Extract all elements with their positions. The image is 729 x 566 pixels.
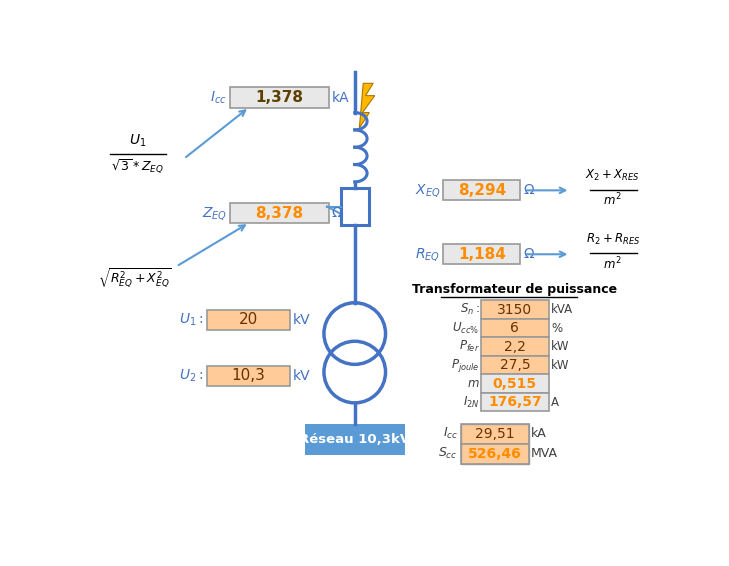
Text: 8,378: 8,378 xyxy=(255,205,303,221)
FancyBboxPatch shape xyxy=(443,245,521,264)
Text: $X_{EQ}$: $X_{EQ}$ xyxy=(415,182,440,199)
Text: $R_2 + R_{RES}$: $R_2 + R_{RES}$ xyxy=(585,231,640,247)
FancyBboxPatch shape xyxy=(341,188,369,225)
Text: 2,2: 2,2 xyxy=(504,340,526,354)
Text: 176,57: 176,57 xyxy=(488,395,542,409)
FancyBboxPatch shape xyxy=(481,393,549,411)
Text: Réseau 10,3kV: Réseau 10,3kV xyxy=(299,434,410,447)
Text: A: A xyxy=(551,396,559,409)
Text: kA: kA xyxy=(531,427,547,440)
Text: 1,378: 1,378 xyxy=(255,90,303,105)
Text: 3150: 3150 xyxy=(497,303,532,317)
FancyBboxPatch shape xyxy=(443,181,521,200)
Text: kW: kW xyxy=(551,359,569,372)
FancyBboxPatch shape xyxy=(481,301,549,319)
Text: $U_2 :$: $U_2 :$ xyxy=(179,368,204,384)
Text: $m^2$: $m^2$ xyxy=(604,192,622,208)
Text: 10,3: 10,3 xyxy=(232,368,265,383)
Text: Transformateur de puissance: Transformateur de puissance xyxy=(413,283,617,296)
Text: 6: 6 xyxy=(510,321,519,335)
Text: $U_{cc\%}$: $U_{cc\%}$ xyxy=(453,320,480,336)
Text: $P_{fer}$: $P_{fer}$ xyxy=(459,339,480,354)
Text: $U_1 :$: $U_1 :$ xyxy=(179,311,204,328)
Text: $S_{cc}$: $S_{cc}$ xyxy=(439,446,458,461)
Text: 0,515: 0,515 xyxy=(493,376,537,391)
Text: $\sqrt{3} * Z_{EQ}$: $\sqrt{3} * Z_{EQ}$ xyxy=(112,157,164,175)
Text: $P_{joule}$: $P_{joule}$ xyxy=(451,357,480,374)
Text: $m$: $m$ xyxy=(467,377,480,390)
FancyBboxPatch shape xyxy=(461,424,529,444)
FancyBboxPatch shape xyxy=(230,203,329,224)
Text: $I_{2N}$: $I_{2N}$ xyxy=(463,395,480,410)
FancyBboxPatch shape xyxy=(305,424,405,455)
Text: $m^2$: $m^2$ xyxy=(604,256,622,272)
Text: 1,184: 1,184 xyxy=(458,247,506,261)
FancyBboxPatch shape xyxy=(481,319,549,337)
Text: $Z_{EQ}$: $Z_{EQ}$ xyxy=(202,204,227,221)
Text: 20: 20 xyxy=(239,312,258,327)
FancyBboxPatch shape xyxy=(207,366,290,386)
Polygon shape xyxy=(359,83,375,128)
Text: Ω: Ω xyxy=(523,183,534,198)
Text: kV: kV xyxy=(293,369,311,383)
FancyBboxPatch shape xyxy=(230,87,329,108)
FancyBboxPatch shape xyxy=(461,444,529,464)
Text: MVA: MVA xyxy=(531,447,558,460)
FancyBboxPatch shape xyxy=(481,356,549,374)
FancyBboxPatch shape xyxy=(207,310,290,330)
FancyBboxPatch shape xyxy=(481,337,549,356)
Text: $S_n :$: $S_n :$ xyxy=(459,302,480,318)
Text: $I_{cc}$: $I_{cc}$ xyxy=(210,89,227,106)
Text: $U_1$: $U_1$ xyxy=(129,132,147,149)
Text: kW: kW xyxy=(551,340,569,353)
Text: Ω: Ω xyxy=(332,206,343,220)
Text: $\sqrt{R_{EQ}^2 + X_{EQ}^2}$: $\sqrt{R_{EQ}^2 + X_{EQ}^2}$ xyxy=(98,267,172,290)
Text: 27,5: 27,5 xyxy=(499,358,530,372)
Text: %: % xyxy=(551,321,562,335)
FancyBboxPatch shape xyxy=(481,374,549,393)
Text: $X_2 + X_{RES}$: $X_2 + X_{RES}$ xyxy=(585,168,640,183)
Text: kV: kV xyxy=(293,312,311,327)
Text: kVA: kVA xyxy=(551,303,573,316)
Text: Ω: Ω xyxy=(523,247,534,261)
Text: 8,294: 8,294 xyxy=(458,183,506,198)
Text: $R_{EQ}$: $R_{EQ}$ xyxy=(415,246,440,263)
Text: $I_{cc}$: $I_{cc}$ xyxy=(443,426,458,441)
Text: kA: kA xyxy=(332,91,349,105)
Text: 29,51: 29,51 xyxy=(475,427,515,441)
Text: 526,46: 526,46 xyxy=(468,447,522,461)
